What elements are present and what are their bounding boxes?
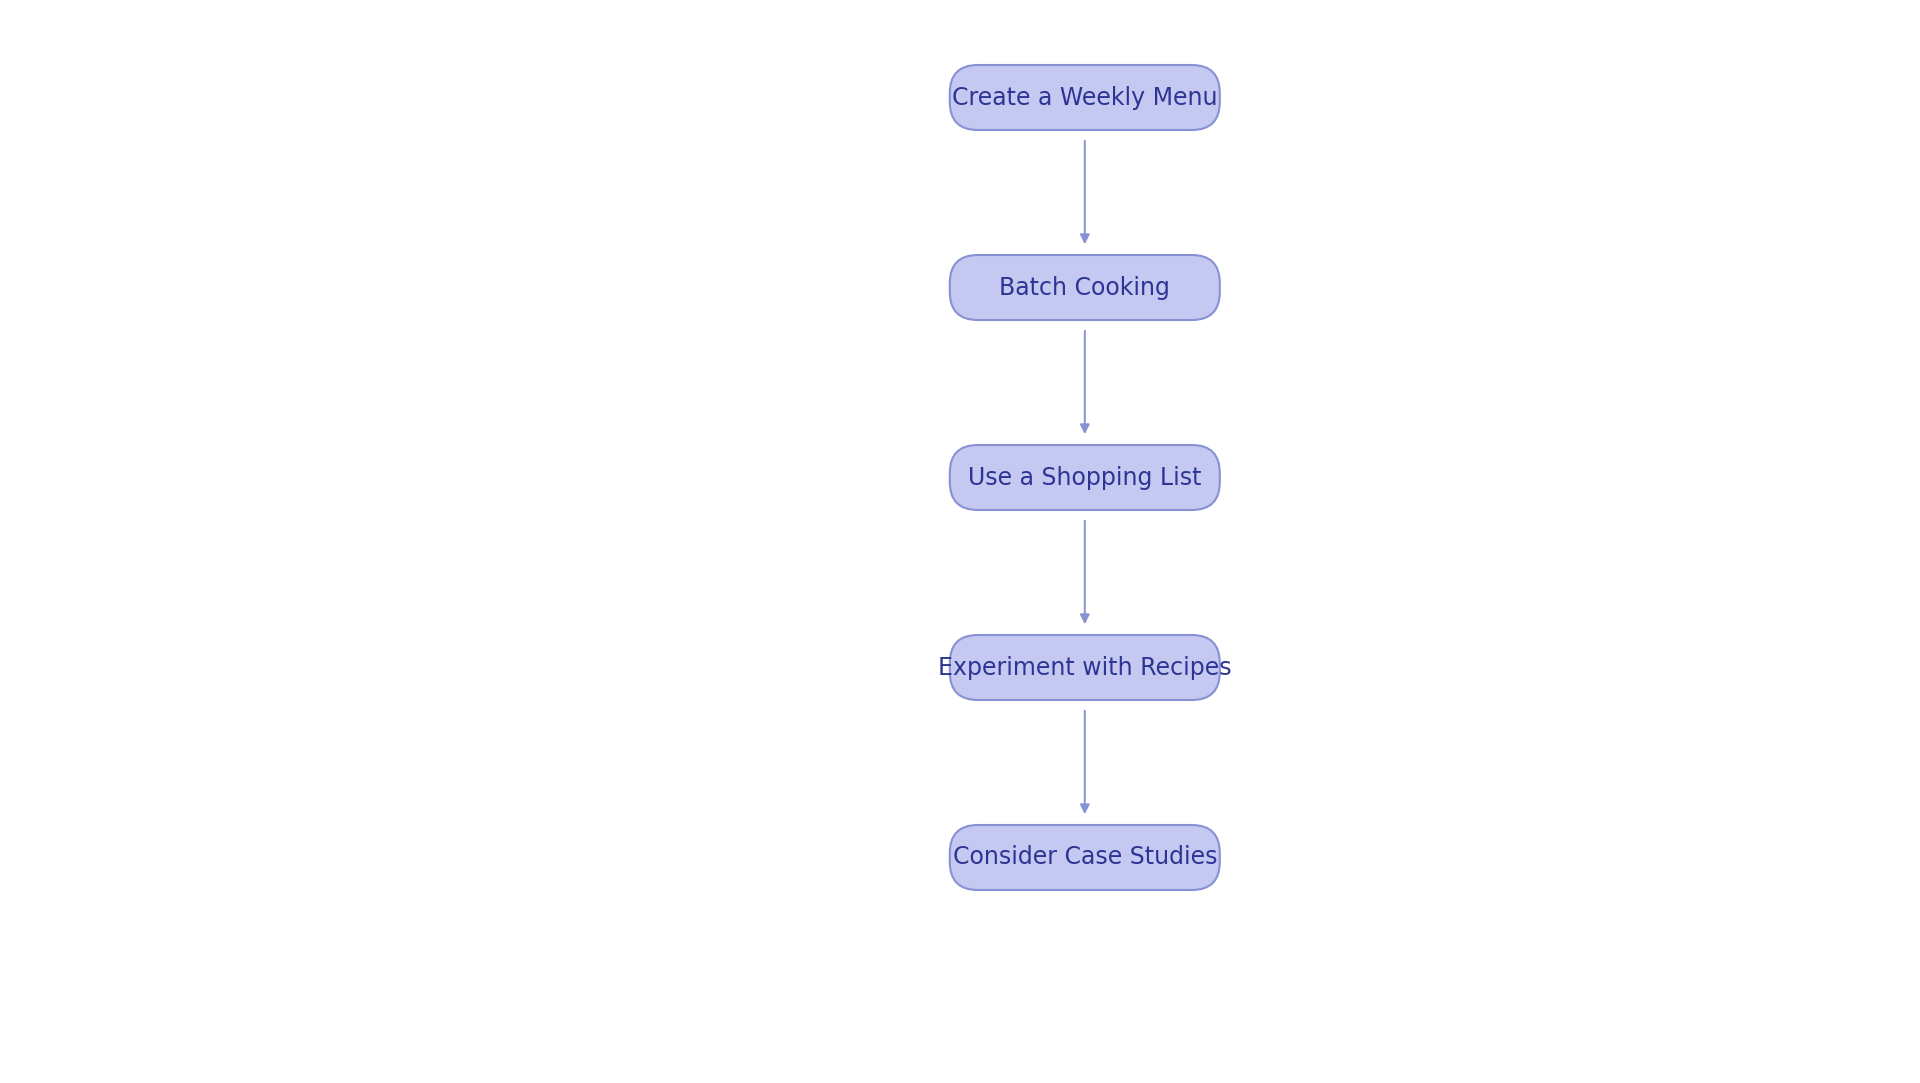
FancyBboxPatch shape [950,65,1219,130]
FancyBboxPatch shape [950,635,1219,700]
Text: Create a Weekly Menu: Create a Weekly Menu [952,86,1217,109]
Text: Experiment with Recipes: Experiment with Recipes [939,655,1231,679]
FancyBboxPatch shape [950,825,1219,890]
Text: Batch Cooking: Batch Cooking [1000,275,1169,300]
Text: Consider Case Studies: Consider Case Studies [952,846,1217,870]
Text: Use a Shopping List: Use a Shopping List [968,466,1202,490]
FancyBboxPatch shape [950,445,1219,510]
FancyBboxPatch shape [950,255,1219,319]
